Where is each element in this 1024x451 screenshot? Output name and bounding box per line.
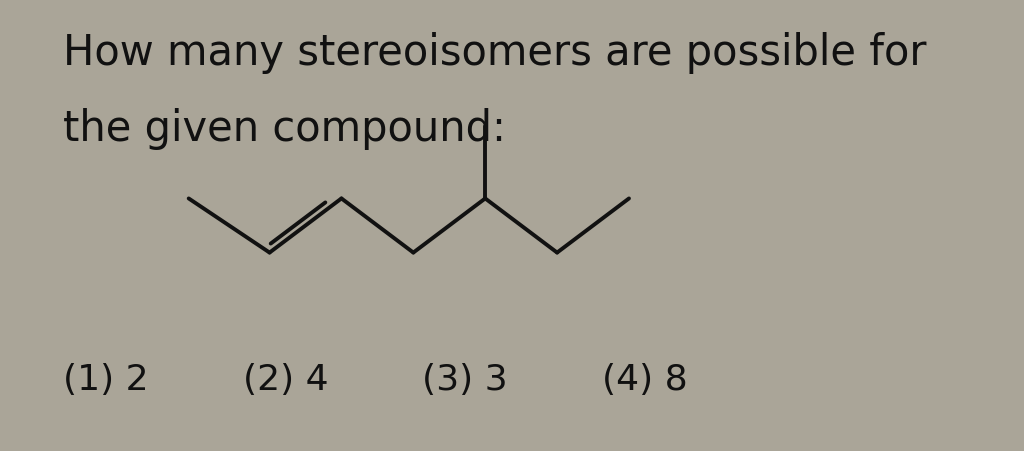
Text: the given compound:: the given compound: xyxy=(62,108,506,150)
Text: (4) 8: (4) 8 xyxy=(602,363,688,397)
Text: (3) 3: (3) 3 xyxy=(422,363,508,397)
Text: (2) 4: (2) 4 xyxy=(243,363,329,397)
Text: (1) 2: (1) 2 xyxy=(62,363,148,397)
Text: How many stereoisomers are possible for: How many stereoisomers are possible for xyxy=(62,32,927,74)
